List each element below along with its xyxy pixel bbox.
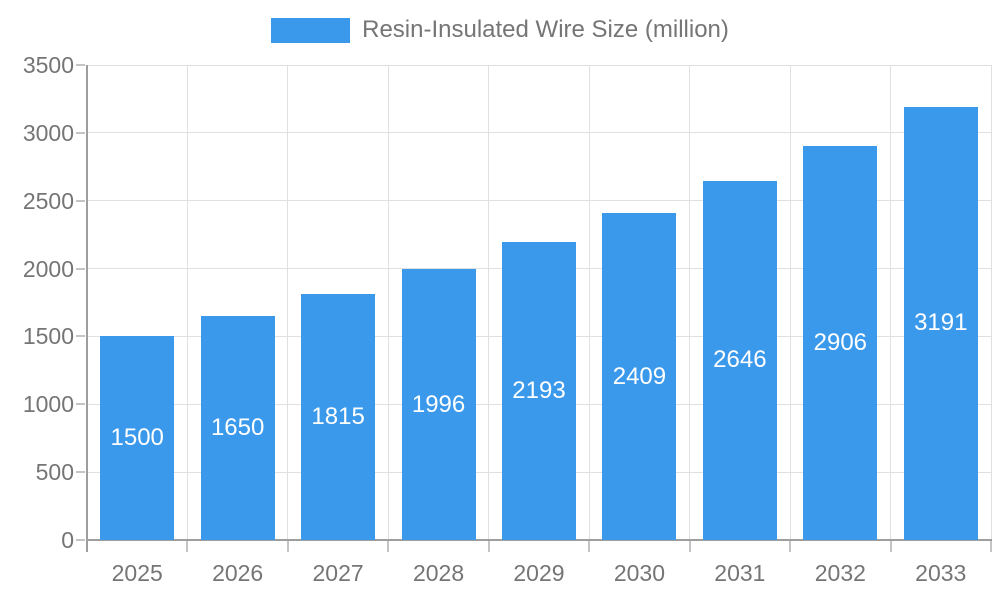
bar-value-label: 1815 — [311, 402, 365, 430]
y-axis-label: 2500 — [22, 187, 74, 214]
bar[interactable]: 2409 — [602, 213, 677, 540]
legend[interactable]: Resin-Insulated Wire Size (million) — [0, 17, 1000, 43]
y-axis-tick — [76, 267, 85, 270]
gridline-vertical — [890, 65, 892, 540]
x-axis-line — [86, 539, 992, 541]
gridline-horizontal — [87, 200, 991, 202]
x-axis-tick — [186, 541, 189, 552]
x-axis-label: 2032 — [814, 560, 866, 586]
y-axis-tick — [76, 539, 85, 541]
x-axis-tick — [286, 541, 289, 552]
y-axis-tick — [76, 199, 85, 202]
x-axis-label: 2028 — [412, 560, 465, 586]
gridline-vertical — [689, 65, 691, 540]
y-axis-tick — [76, 64, 85, 66]
x-axis-tick — [889, 541, 892, 552]
y-axis-label: 3500 — [22, 52, 74, 78]
legend-swatch — [271, 17, 351, 43]
y-axis-tick — [76, 335, 85, 338]
x-axis-tick — [789, 541, 792, 552]
legend-label: Resin-Insulated Wire Size (million) — [362, 16, 729, 43]
bar-value-label: 1996 — [411, 390, 466, 418]
gridline-vertical — [588, 65, 590, 540]
bar-value-label: 2906 — [813, 328, 868, 356]
y-axis-line — [86, 65, 88, 552]
x-axis-tick — [487, 541, 490, 552]
x-axis-tick — [990, 541, 992, 552]
bar[interactable]: 2193 — [502, 242, 576, 540]
gridline-vertical — [789, 65, 791, 540]
y-axis-tick — [76, 131, 85, 134]
bar[interactable]: 1650 — [200, 316, 275, 540]
x-axis-label: 2027 — [312, 560, 364, 586]
gridline-vertical — [387, 65, 389, 540]
bar-value-label: 3191 — [914, 309, 968, 337]
y-axis-label: 0 — [61, 527, 74, 553]
bar[interactable]: 2906 — [803, 145, 878, 540]
y-axis-label: 2000 — [22, 255, 74, 282]
y-axis-tick — [76, 471, 85, 474]
gridline-vertical — [488, 65, 490, 540]
x-axis-tick — [588, 541, 591, 552]
gridline-vertical — [186, 65, 188, 540]
bar[interactable]: 3191 — [903, 106, 978, 540]
x-axis-label: 2033 — [915, 560, 967, 586]
x-axis-label: 2030 — [613, 560, 666, 586]
bar[interactable]: 1996 — [401, 269, 476, 540]
x-axis-label: 2026 — [212, 560, 264, 586]
gridline-vertical — [990, 65, 992, 540]
bar-value-label: 2193 — [512, 377, 566, 405]
gridline-horizontal — [87, 64, 991, 66]
bar-value-label: 1650 — [210, 414, 265, 442]
x-axis-label: 2025 — [111, 560, 163, 586]
bar-value-label: 2409 — [612, 362, 667, 390]
y-axis-label: 500 — [35, 459, 74, 486]
bar-value-label: 2646 — [713, 346, 767, 374]
bar-value-label: 1500 — [110, 424, 164, 452]
bar[interactable]: 2646 — [702, 180, 777, 540]
x-axis-tick — [688, 541, 691, 552]
gridline-horizontal — [87, 132, 991, 134]
y-axis-label: 3000 — [22, 119, 74, 146]
y-axis-label: 1500 — [22, 323, 74, 350]
x-axis-tick — [387, 541, 390, 552]
y-axis-label: 1000 — [22, 391, 74, 418]
bar[interactable]: 1500 — [100, 336, 175, 540]
x-axis-label: 2029 — [513, 560, 565, 586]
bar[interactable]: 1815 — [301, 293, 376, 540]
x-axis-label: 2031 — [714, 560, 766, 586]
y-axis-tick — [76, 403, 85, 406]
gridline-vertical — [287, 65, 289, 540]
